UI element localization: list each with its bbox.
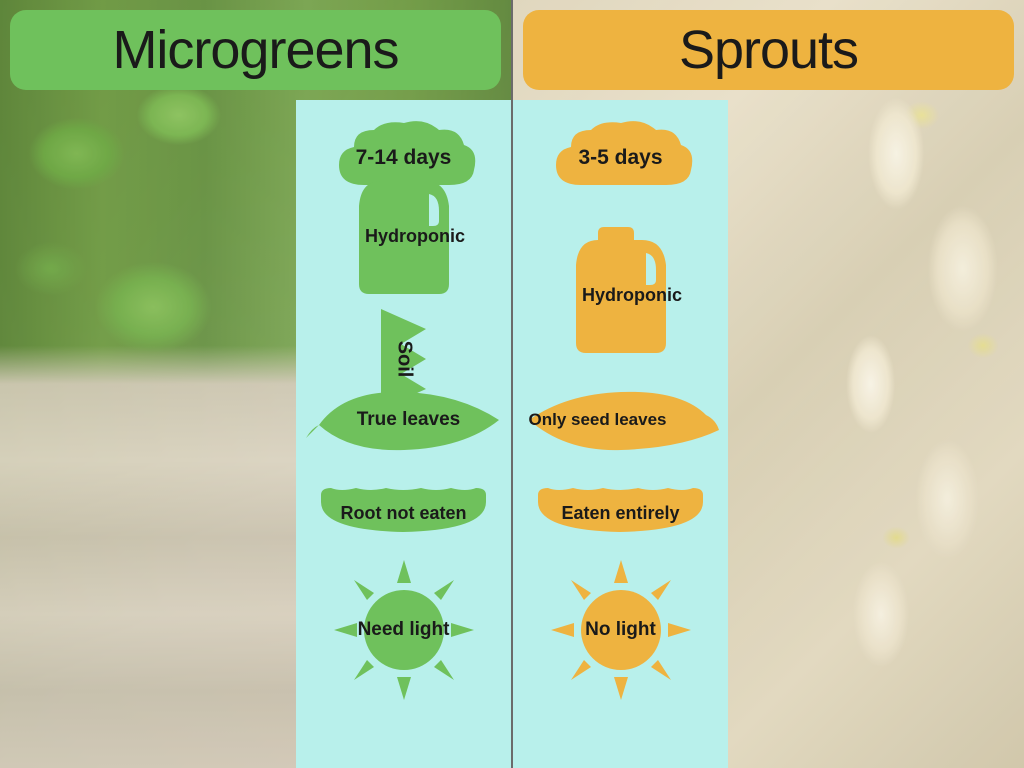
right-header: Sprouts [523, 10, 1014, 90]
sun-right: No light [546, 555, 696, 705]
duration-text-right: 3-5 days [541, 115, 701, 200]
leaf-left: True leaves [304, 380, 504, 460]
sun-left: Need light [329, 555, 479, 705]
left-info-strip: 7-14 days Hydroponic Soil [296, 100, 511, 768]
right-title: Sprouts [679, 19, 858, 81]
light-text-right: No light [546, 555, 696, 705]
infographic-container: Microgreens 7-14 days Hydroponic [0, 0, 1024, 768]
eaten-text-left: Root not eaten [311, 480, 496, 535]
right-panel: Sprouts 3-5 days Hydroponic [513, 0, 1024, 768]
duration-cloud-right: 3-5 days [541, 115, 701, 200]
hydroponic-jug-right: Hydroponic [568, 225, 673, 355]
left-panel: Microgreens 7-14 days Hydroponic [0, 0, 511, 768]
hydroponic-text-right: Hydroponic [582, 285, 650, 307]
hydroponic-text-left: Hydroponic [365, 226, 433, 248]
bowl-left: Root not eaten [311, 480, 496, 535]
leaf-right: Only seed leaves [521, 380, 721, 460]
growing-method-right: Hydroponic [568, 220, 673, 360]
bowl-right: Eaten entirely [528, 480, 713, 535]
growing-method-left: Hydroponic Soil [351, 220, 456, 360]
leaves-text-right: Only seed leaves [521, 380, 721, 460]
left-header: Microgreens [10, 10, 501, 90]
leaves-text-left: True leaves [304, 380, 504, 460]
eaten-text-right: Eaten entirely [528, 480, 713, 535]
right-info-strip: 3-5 days Hydroponic Only seed leaves [513, 100, 728, 768]
left-title: Microgreens [112, 19, 398, 81]
hydroponic-jug-left: Hydroponic [351, 166, 456, 296]
soil-text: Soil [392, 341, 415, 378]
light-text-left: Need light [329, 555, 479, 705]
